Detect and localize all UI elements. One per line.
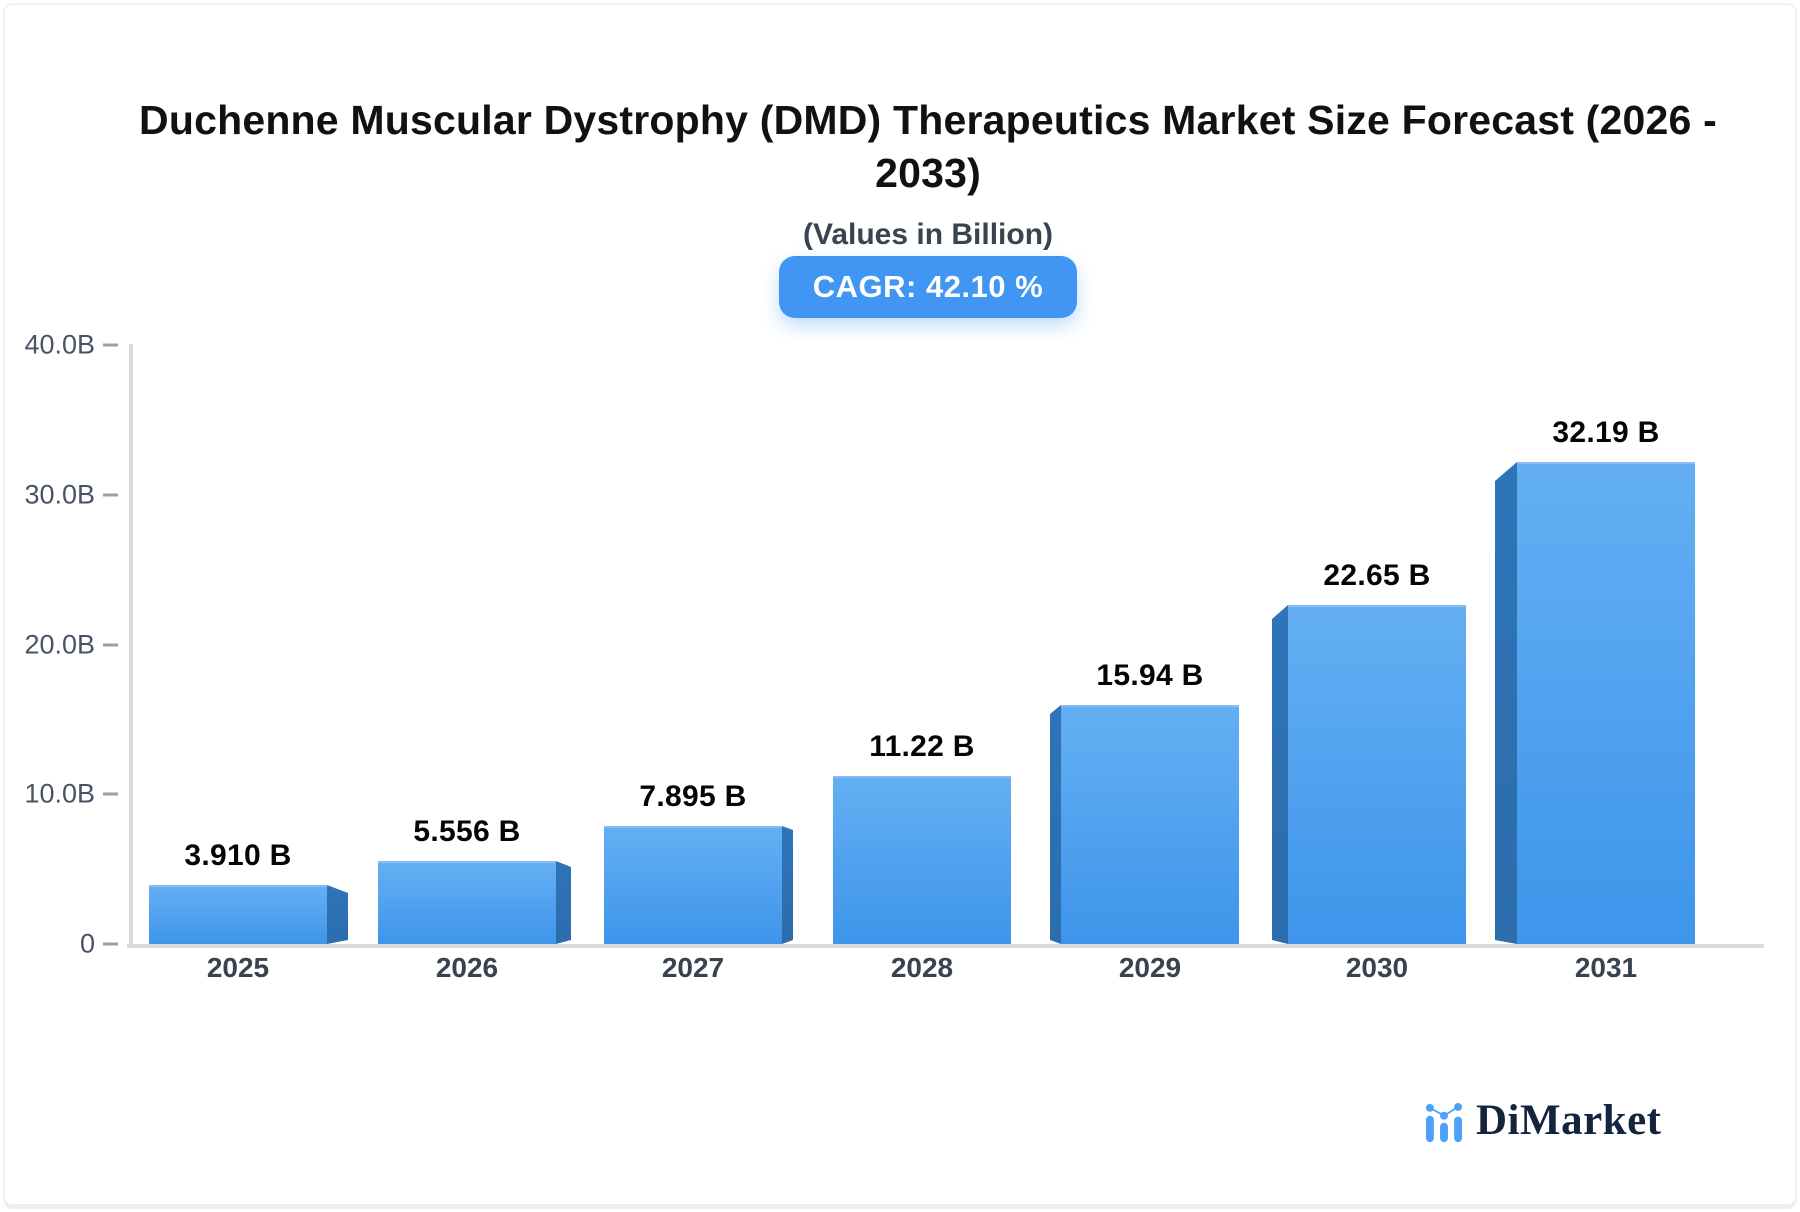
y-axis-tick-label: 0 [79,928,95,959]
bar-3d-side [1272,605,1288,944]
y-axis-tick-mark [103,493,118,497]
chart-subtitle: (Values in Billion) [802,218,1054,251]
x-axis-label-2026: 2026 [435,952,499,983]
x-axis-label-2027: 2027 [661,952,725,983]
bar-value-label: 5.556 B [413,815,521,848]
bar-2025 [149,885,327,944]
x-axis-label-2031: 2031 [1574,952,1638,983]
bar-3d-side [327,885,348,944]
y-axis-tick-label: 30.0B [24,479,95,510]
bar-value-label: 15.94 B [1096,659,1204,692]
y-axis-tick-mark [103,643,118,646]
x-axis-label-2030: 2030 [1345,952,1409,983]
bar-value-label: 11.22 B [869,730,975,763]
bar-value-label: 22.65 B [1323,559,1431,592]
chart-header: Duchenne Muscular Dystrophy (DMD) Therap… [128,94,1728,318]
x-axis-line [127,944,1764,948]
bar-value-label: 32.19 B [1552,416,1660,449]
chart-title: Duchenne Muscular Dystrophy (DMD) Therap… [139,97,1717,196]
bar-2028 [833,776,1011,944]
y-axis-tick-mark [103,792,118,796]
y-axis-tick-mark [103,942,118,946]
bar-2030 [1288,605,1466,944]
x-axis-label-2029: 2029 [1118,952,1182,983]
bar-2029 [1061,705,1239,944]
x-axis-label-2025: 2025 [206,952,270,983]
cagr-badge: CAGR: 42.10 % [778,256,1078,318]
y-axis-tick-mark [103,343,118,347]
bar-value-label: 3.910 B [184,839,292,872]
brand-logo: DiMarket [1422,1096,1662,1145]
bar-2026 [378,861,556,944]
y-axis-tick-label: 40.0B [24,329,95,360]
brand-logo-text: DiMarket [1476,1097,1662,1144]
bar-2031 [1517,462,1695,944]
bar-2027 [604,826,782,944]
bar-3d-side [782,826,793,944]
y-axis-line [129,344,133,944]
y-axis-tick-label: 10.0B [24,778,95,809]
bar-3d-side [1050,705,1061,944]
y-axis-tick-label: 20.0B [24,629,95,659]
dimarket-logo-icon [1425,1102,1463,1142]
bar-value-label: 7.895 B [639,780,747,813]
x-axis-label-2028: 2028 [890,952,954,983]
bar-3d-side [556,861,571,944]
bar-3d-side [1495,462,1517,944]
